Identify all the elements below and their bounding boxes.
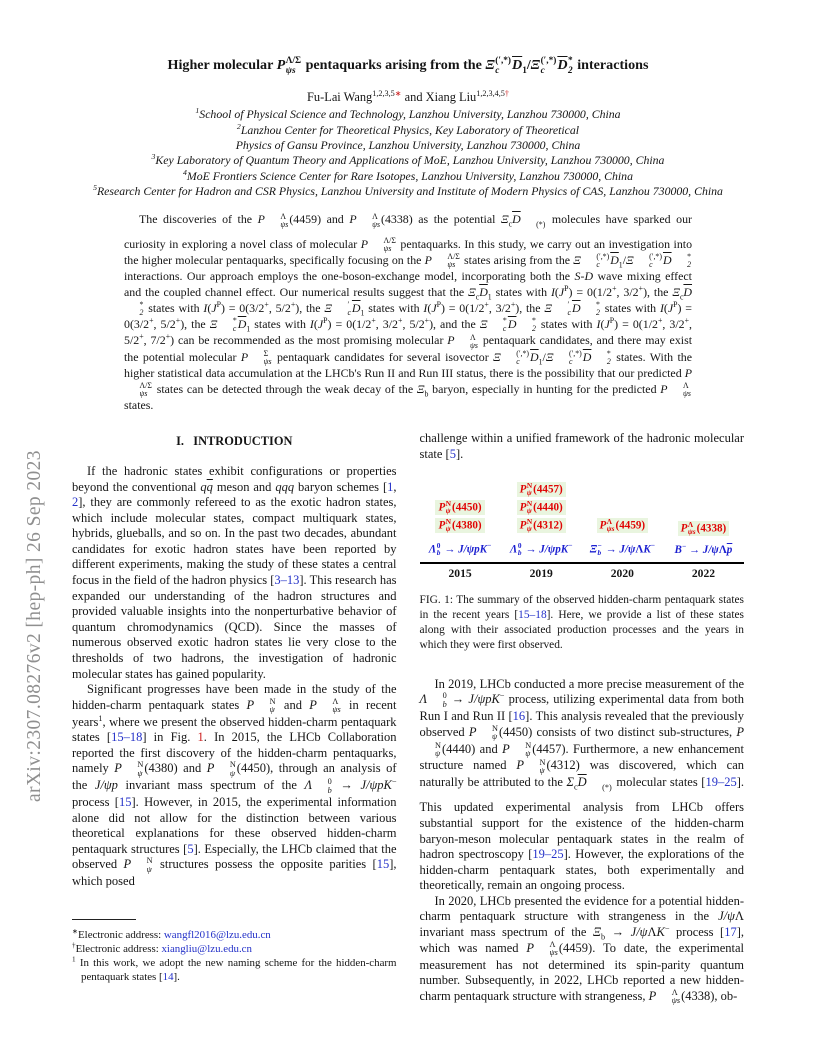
footnote-email-2: †Electronic address: xiangliu@lzu.edu.cn xyxy=(72,941,252,955)
figure-ref-link[interactable]: ∗ xyxy=(394,89,402,99)
citation-link[interactable]: xiangliu@lzu.edu.cn xyxy=(161,942,252,955)
footnote-email-1: ∗Electronic address: wangfl2016@lzu.edu.… xyxy=(72,927,271,941)
two-column-body: I. INTRODUCTION If the hadronic states e… xyxy=(72,431,744,1006)
citation-link[interactable]: 15 xyxy=(376,857,390,872)
citation-link[interactable]: 19–25 xyxy=(532,847,564,862)
arxiv-watermark: arXiv:2307.08276v2 [hep-ph] 26 Sep 2023 xyxy=(24,450,45,802)
citation-link[interactable]: 2 xyxy=(72,495,79,510)
footnote-block: ∗Electronic address: wangfl2016@lzu.edu.… xyxy=(72,918,397,985)
section-heading-introduction: I. INTRODUCTION xyxy=(176,434,293,449)
affiliation-line: 1School of Physical Science and Technolo… xyxy=(195,106,621,122)
body-paragraph-2019: In 2019, LHCb conducted a more precise m… xyxy=(419,676,745,893)
figure-caption: FIG. 1: The summary of the observed hidd… xyxy=(419,593,745,651)
author-line: Fu-Lai Wang1,2,3,5∗ and Xiang Liu1,2,3,4… xyxy=(307,89,509,105)
timeline-year: 2022 xyxy=(691,566,716,580)
citation-link[interactable]: 16 xyxy=(512,709,526,724)
figure-ref-link[interactable]: 1 xyxy=(197,730,204,745)
timeline-axis xyxy=(419,562,744,565)
citation-link[interactable]: 15 xyxy=(118,795,132,809)
footnote-rule xyxy=(72,918,136,920)
decay-process-label: Ξ − b → J/ψΛK− xyxy=(589,540,655,558)
citation-link[interactable]: wangfl2016@lzu.edu.cn xyxy=(163,928,271,941)
citation-link[interactable]: 1 xyxy=(387,479,394,494)
paper-title: Higher molecular P Λ/Σ ψs pentaquarks aris… xyxy=(167,56,649,76)
citation-link[interactable]: 5 xyxy=(187,841,194,856)
citation-link[interactable]: 19–25 xyxy=(705,775,737,790)
right-column: challenge within a unified framework of … xyxy=(419,431,745,1006)
intro-paragraph-1: If the hadronic states exhibit configura… xyxy=(72,464,397,681)
affiliation-line: 3Key Laboratory of Quantum Theory and Ap… xyxy=(151,152,665,168)
figure-ref-link[interactable]: † xyxy=(504,89,509,99)
timeline-year: 2020 xyxy=(610,566,634,580)
timeline-year: 2019 xyxy=(529,566,553,580)
citation-link[interactable]: 15–18 xyxy=(518,608,547,621)
decay-process-label: B− → J/ψΛp xyxy=(674,541,733,557)
continuation-paragraph: challenge within a unified framework of … xyxy=(419,431,745,461)
citation-link[interactable]: 15–18 xyxy=(111,730,143,745)
affiliation-line: 2Lanzhou Center for Theoretical Physics,… xyxy=(236,121,580,137)
body-paragraph-2020: In 2020, LHCb presented the evidence for… xyxy=(419,893,745,1006)
affiliation-line: 4MoE Frontiers Science Center for Rare I… xyxy=(183,167,633,183)
affiliation-list: 1School of Physical Science and Technolo… xyxy=(72,107,744,199)
citation-link[interactable]: 17 xyxy=(724,925,737,940)
timeline-years: 2015 2019 2020 2022 xyxy=(420,564,745,580)
citation-link[interactable]: 3–13 xyxy=(274,573,300,588)
citation-link[interactable]: 5 xyxy=(449,446,456,461)
timeline-year: 2015 xyxy=(448,566,472,580)
intro-paragraph-2: Significant progresses have been made in… xyxy=(72,682,397,889)
left-column: I. INTRODUCTION If the hadronic states e… xyxy=(72,431,397,1006)
affiliation-line: Physics of Gansu Province, Lanzhou Unive… xyxy=(235,138,581,153)
footnote-naming-scheme: 1 In this work, we adopt the new naming … xyxy=(72,955,397,983)
affiliation-line: 5Research Center for Hadron and CSR Phys… xyxy=(93,183,723,199)
citation-link[interactable]: 14 xyxy=(162,970,174,983)
